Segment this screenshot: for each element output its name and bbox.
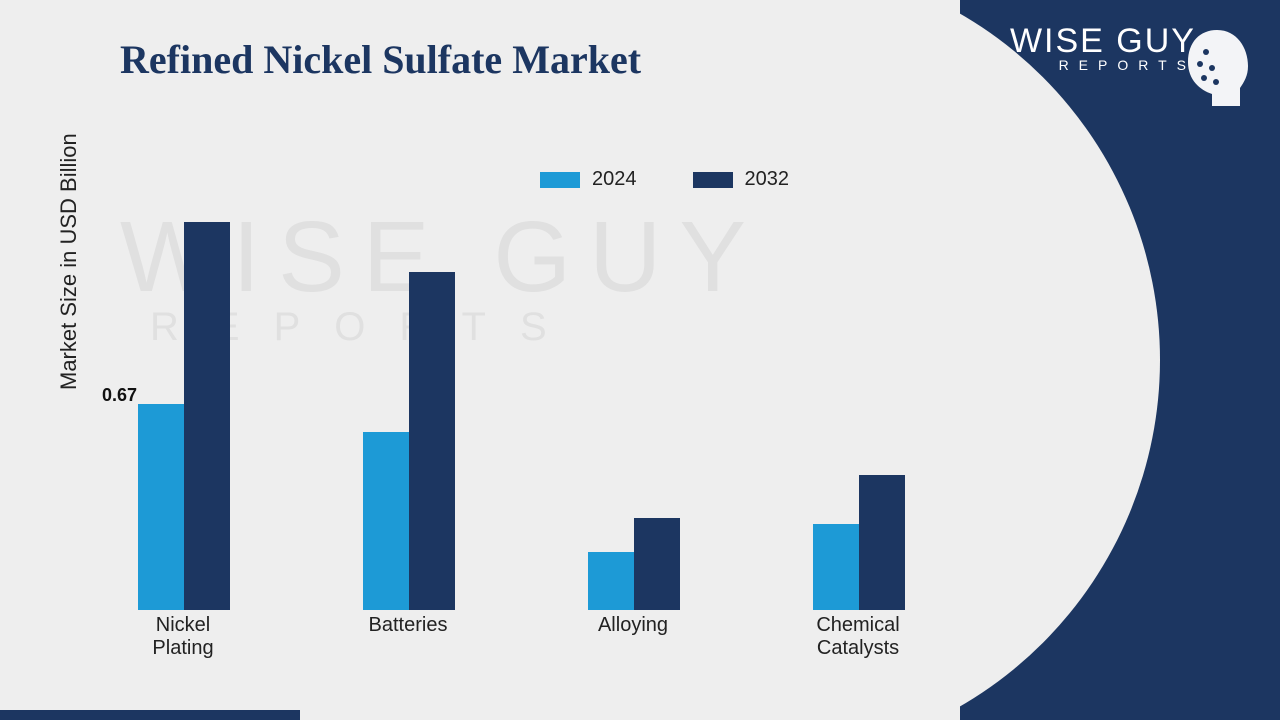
plot-area: 0.67 <box>120 210 990 610</box>
x-axis-category-label: Alloying <box>558 614 708 637</box>
legend-item-2024: 2024 <box>540 168 637 191</box>
chart-canvas: WISE GUY REPORTS Refined Nickel Sulfate … <box>0 0 1280 720</box>
legend-label-2032: 2032 <box>745 168 790 191</box>
legend: 2024 2032 <box>540 168 789 191</box>
bar-2032 <box>184 222 230 610</box>
x-axis-category-label: Batteries <box>333 614 483 637</box>
bar-2032 <box>859 475 905 610</box>
legend-swatch-2032 <box>693 172 733 188</box>
bar-2024 <box>363 432 409 610</box>
bar-2024 <box>588 552 634 610</box>
bar-2032 <box>409 272 455 610</box>
x-axis-category-label: NickelPlating <box>108 614 258 660</box>
legend-label-2024: 2024 <box>592 168 637 191</box>
y-axis-label: Market Size in USD Billion <box>56 133 82 390</box>
bar-value-label: 0.67 <box>102 385 137 406</box>
x-axis-category-label: ChemicalCatalysts <box>783 614 933 660</box>
bar-2024 <box>813 524 859 610</box>
bar-2024 <box>138 404 184 610</box>
legend-swatch-2024 <box>540 172 580 188</box>
legend-item-2032: 2032 <box>693 168 790 191</box>
bar-2032 <box>634 518 680 610</box>
bottom-accent-bar <box>0 710 300 720</box>
brand-logo: WISE GUY REPORTS <box>1010 22 1252 73</box>
x-axis-labels: NickelPlatingBatteriesAlloyingChemicalCa… <box>120 614 990 674</box>
logo-main-text: WISE GUY <box>1010 22 1196 61</box>
chart-title: Refined Nickel Sulfate Market <box>120 36 641 83</box>
